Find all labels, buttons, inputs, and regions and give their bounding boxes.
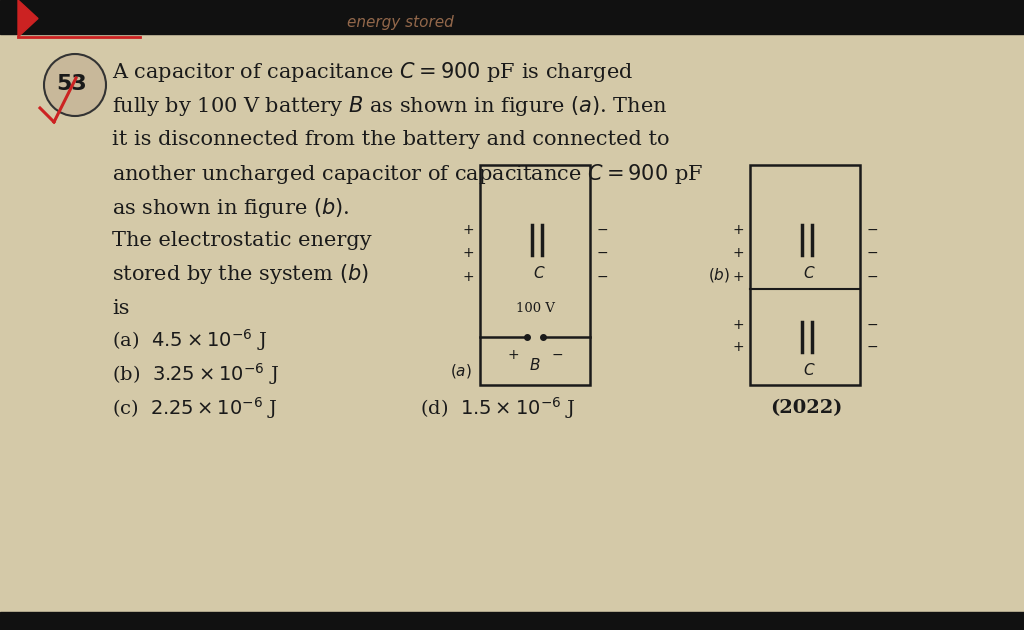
Text: $(a)$: $(a)$ <box>451 362 472 380</box>
Bar <box>0 0 1024 34</box>
Text: +: + <box>462 223 474 237</box>
Text: −: − <box>596 223 608 237</box>
Text: another uncharged capacitor of capacitance $C = 900$ pF: another uncharged capacitor of capacitan… <box>112 162 703 186</box>
Text: +: + <box>732 270 743 284</box>
Text: $C$: $C$ <box>803 362 815 378</box>
Text: 53: 53 <box>56 74 87 94</box>
Text: The electrostatic energy: The electrostatic energy <box>112 231 372 249</box>
Text: energy stored: energy stored <box>347 14 454 30</box>
Text: as shown in figure $(b)$.: as shown in figure $(b)$. <box>112 196 349 220</box>
Text: (a)  $4.5 \times 10^{-6}$ J: (a) $4.5 \times 10^{-6}$ J <box>112 327 267 353</box>
Text: (2022): (2022) <box>770 399 843 417</box>
Text: (c)  $2.25 \times 10^{-6}$ J: (c) $2.25 \times 10^{-6}$ J <box>112 395 278 421</box>
Text: −: − <box>866 246 878 260</box>
Text: +: + <box>732 246 743 260</box>
Text: +: + <box>462 246 474 260</box>
Text: −: − <box>866 318 878 332</box>
Text: (d)  $1.5 \times 10^{-6}$ J: (d) $1.5 \times 10^{-6}$ J <box>420 395 575 421</box>
Text: +: + <box>732 318 743 332</box>
Text: +: + <box>462 270 474 284</box>
Text: −: − <box>866 340 878 354</box>
Text: A capacitor of capacitance $C = 900$ pF is charged: A capacitor of capacitance $C = 900$ pF … <box>112 60 633 84</box>
Text: −: − <box>551 348 563 362</box>
Polygon shape <box>18 0 38 37</box>
Bar <box>480 165 590 385</box>
Text: +: + <box>732 340 743 354</box>
Text: (b)  $3.25 \times 10^{-6}$ J: (b) $3.25 \times 10^{-6}$ J <box>112 361 280 387</box>
Text: $B$: $B$ <box>529 357 541 373</box>
Text: +: + <box>732 223 743 237</box>
Text: $C$: $C$ <box>532 265 546 281</box>
Text: −: − <box>596 270 608 284</box>
Text: −: − <box>866 223 878 237</box>
Text: stored by the system $(b)$: stored by the system $(b)$ <box>112 262 369 286</box>
Bar <box>0 612 1024 630</box>
Text: $C$: $C$ <box>803 265 815 281</box>
Text: −: − <box>596 246 608 260</box>
Text: +: + <box>507 348 519 362</box>
Text: −: − <box>866 270 878 284</box>
Circle shape <box>44 54 106 116</box>
Bar <box>750 165 860 385</box>
Text: 100 V: 100 V <box>515 302 555 315</box>
Text: it is disconnected from the battery and connected to: it is disconnected from the battery and … <box>112 130 670 149</box>
Text: is: is <box>112 299 129 318</box>
Text: $(b)$: $(b)$ <box>708 266 730 284</box>
Text: fully by 100 V battery $B$ as shown in figure $(a)$. Then: fully by 100 V battery $B$ as shown in f… <box>112 94 668 118</box>
